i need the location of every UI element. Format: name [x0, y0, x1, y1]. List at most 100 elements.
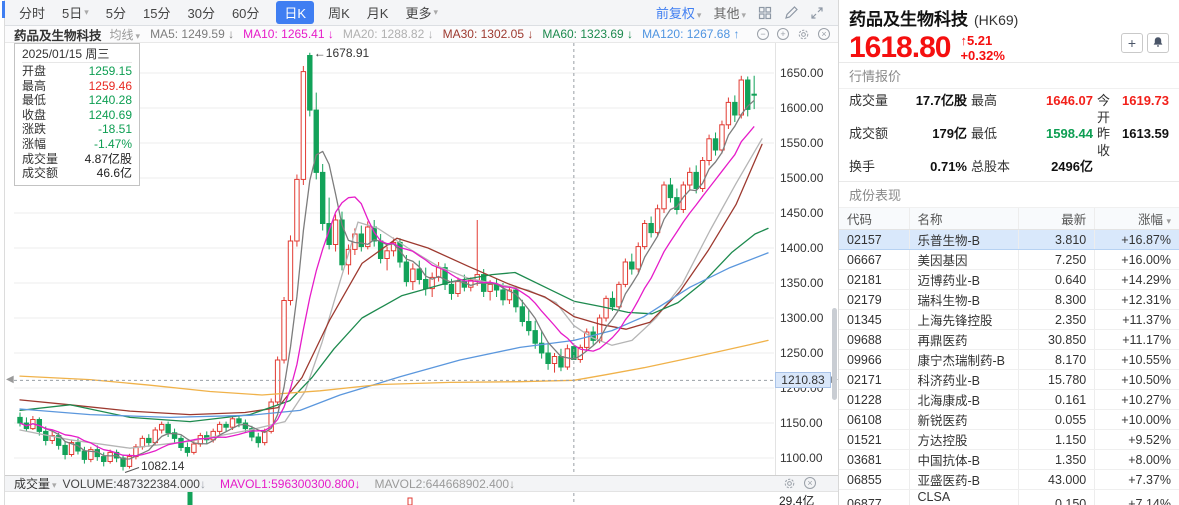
cell: 亚盛医药-B — [909, 469, 1020, 490]
volume-dropdown[interactable]: 成交量 ▾ — [14, 477, 57, 491]
gear-icon[interactable] — [797, 28, 810, 41]
mavol2-value: MAVOL2:644668902.400↓ — [374, 476, 516, 491]
candle-body — [641, 223, 648, 248]
pencil-icon[interactable] — [784, 5, 798, 20]
cell: 06855 — [839, 469, 910, 490]
table-row-02157[interactable]: 02157 乐普生物-B 3.810 +16.87% — [839, 229, 1179, 250]
vertical-scrollbar[interactable] — [832, 308, 837, 400]
grid-layout-icon[interactable] — [758, 6, 772, 20]
cell: 06108 — [839, 409, 910, 430]
candlestick-plot-svg[interactable] — [0, 43, 838, 505]
candle-body — [532, 330, 538, 344]
tab-5日[interactable]: 5日 ▾ — [62, 6, 89, 21]
candle-body — [538, 342, 545, 354]
table-row-09688[interactable]: 09688 再鼎医药 30.850 +11.17% — [839, 329, 1179, 350]
cell: 7.250 — [1018, 249, 1096, 270]
table-row-01521[interactable]: 01521 方达控股 1.150 +9.52% — [839, 429, 1179, 450]
candle-body — [216, 423, 223, 432]
crosshair-price-label: 1210.83 — [775, 372, 831, 389]
table-row-01345[interactable]: 01345 上海先锋控股 2.350 +11.37% — [839, 309, 1179, 330]
tab-周K[interactable]: 周K — [328, 6, 350, 21]
candle-body — [326, 223, 332, 245]
table-row-02181[interactable]: 02181 迈博药业-B 0.640 +14.29% — [839, 269, 1179, 290]
close-icon[interactable]: × — [818, 27, 830, 40]
close-icon[interactable]: × — [804, 477, 816, 489]
tab-分时[interactable]: 分时 — [19, 6, 46, 21]
cell: 15.780 — [1018, 369, 1096, 390]
candle-body — [294, 178, 300, 242]
candle-body — [725, 101, 732, 126]
ohlc-tooltip: 2025/01/15 周三 开盘 1259.15 最高 1259.46 最低 1240.2… — [14, 43, 140, 186]
cell: +14.29% — [1094, 269, 1179, 290]
tooltip-rows: 开盘 1259.15 最高 1259.46 最低 1240.28 收盘 1240.69 涨跌 -1… — [22, 64, 132, 181]
candle-body — [120, 457, 126, 467]
table-row-09966[interactable]: 09966 康宁杰瑞制药-B 8.170 +10.55% — [839, 349, 1179, 370]
candle-body — [165, 423, 171, 434]
quote-field-换手: 换手 0.71% — [849, 159, 967, 174]
cell: 乐普生物-B — [909, 229, 1020, 250]
table-row-02179[interactable]: 02179 瑞科生物-B 8.300 +12.31% — [839, 289, 1179, 310]
cell: 01521 — [839, 429, 910, 450]
price-alert-button[interactable] — [1147, 33, 1169, 53]
table-row-01228[interactable]: 01228 北海康成-B 0.161 +10.27% — [839, 389, 1179, 410]
cell: 北海康成-B — [909, 389, 1020, 410]
components-table: 代码 名称 最新 涨幅 ▾ 02157 乐普生物-B 3.810 +16.87% 066… — [839, 207, 1179, 505]
fullscreen-icon[interactable] — [810, 6, 824, 20]
chart-region: 分时 5日 ▾ 5分 15分 30分 60分 日K 周K 月K 更多 ▾ 前复权 ▾ 其他 ▾ 药品及生物… — [0, 0, 838, 505]
candle-body — [262, 430, 268, 444]
other-dropdown[interactable]: 其他 ▾ — [713, 6, 746, 21]
candle-body — [81, 450, 88, 460]
candle-body — [229, 418, 236, 428]
ma-legend-ma20: MA20: 1288.82 ↓ — [342, 27, 434, 41]
table-row-06108[interactable]: 06108 新锐医药 0.055 +10.00% — [839, 409, 1179, 430]
candle-body — [526, 321, 532, 332]
candle-body — [146, 437, 152, 444]
tab-5分[interactable]: 5分 — [105, 6, 127, 21]
tab-更多[interactable]: 更多 ▾ — [405, 6, 438, 21]
axis-tick-label: 1400.00 — [780, 241, 824, 255]
tab-15分[interactable]: 15分 — [143, 6, 171, 21]
cell: +8.00% — [1094, 449, 1179, 470]
candle-body — [513, 289, 519, 308]
candle-body — [609, 297, 616, 308]
tab-30分[interactable]: 30分 — [187, 6, 215, 21]
adjust-mode-dropdown[interactable]: 前复权 ▾ — [655, 6, 702, 21]
cell: 09966 — [839, 349, 910, 370]
candle-body — [191, 443, 197, 453]
chart-title: 药品及生物科技 — [14, 28, 102, 43]
quote-header: 药品及生物科技 (HK69) 1618.80 ↑5.21 +0.32% + — [839, 0, 1179, 64]
candle-body — [699, 160, 706, 189]
cell: +12.31% — [1094, 289, 1179, 310]
collapse-panel-handle[interactable]: ◀ — [6, 374, 14, 385]
tooltip-row: 涨幅 -1.47% — [22, 136, 132, 151]
header-change-sort[interactable]: 涨幅 ▾ — [1094, 207, 1179, 230]
axis-tick-label: 1100.00 — [780, 451, 823, 465]
add-to-watchlist-button[interactable]: + — [1121, 33, 1143, 53]
table-row-06667[interactable]: 06667 美因基因 7.250 +16.00% — [839, 249, 1179, 270]
cell: 0.161 — [1018, 389, 1096, 410]
ma-settings-dropdown[interactable]: 均线 ▾ — [109, 27, 141, 42]
cell: 43.000 — [1018, 469, 1096, 490]
tab-日K[interactable]: 日K — [276, 1, 315, 24]
cell: +7.14% — [1094, 489, 1179, 505]
cell: +10.50% — [1094, 369, 1179, 390]
candle-body — [500, 289, 506, 301]
candle-body — [384, 250, 390, 260]
components-section-title: 成份表现 — [839, 180, 1179, 208]
table-row-02171[interactable]: 02171 科济药业-B 15.780 +10.50% — [839, 369, 1179, 390]
tab-月K[interactable]: 月K — [366, 6, 389, 21]
gear-icon[interactable] — [783, 477, 796, 490]
table-row-03681[interactable]: 03681 中国抗体-B 1.350 +8.00% — [839, 449, 1179, 470]
zoom-in-icon[interactable]: + — [777, 27, 789, 40]
candle-body — [403, 261, 410, 283]
cell: 中国抗体-B — [909, 449, 1020, 470]
cell: 02181 — [839, 269, 910, 290]
zoom-out-icon[interactable]: − — [757, 27, 769, 40]
tab-60分[interactable]: 60分 — [231, 6, 260, 21]
candlestick-chart[interactable] — [0, 43, 838, 505]
candle-body — [442, 267, 448, 285]
tooltip-row: 开盘 1259.15 — [22, 64, 132, 78]
table-row-06855[interactable]: 06855 亚盛医药-B 43.000 +7.37% — [839, 469, 1179, 490]
candle-body — [468, 279, 474, 288]
